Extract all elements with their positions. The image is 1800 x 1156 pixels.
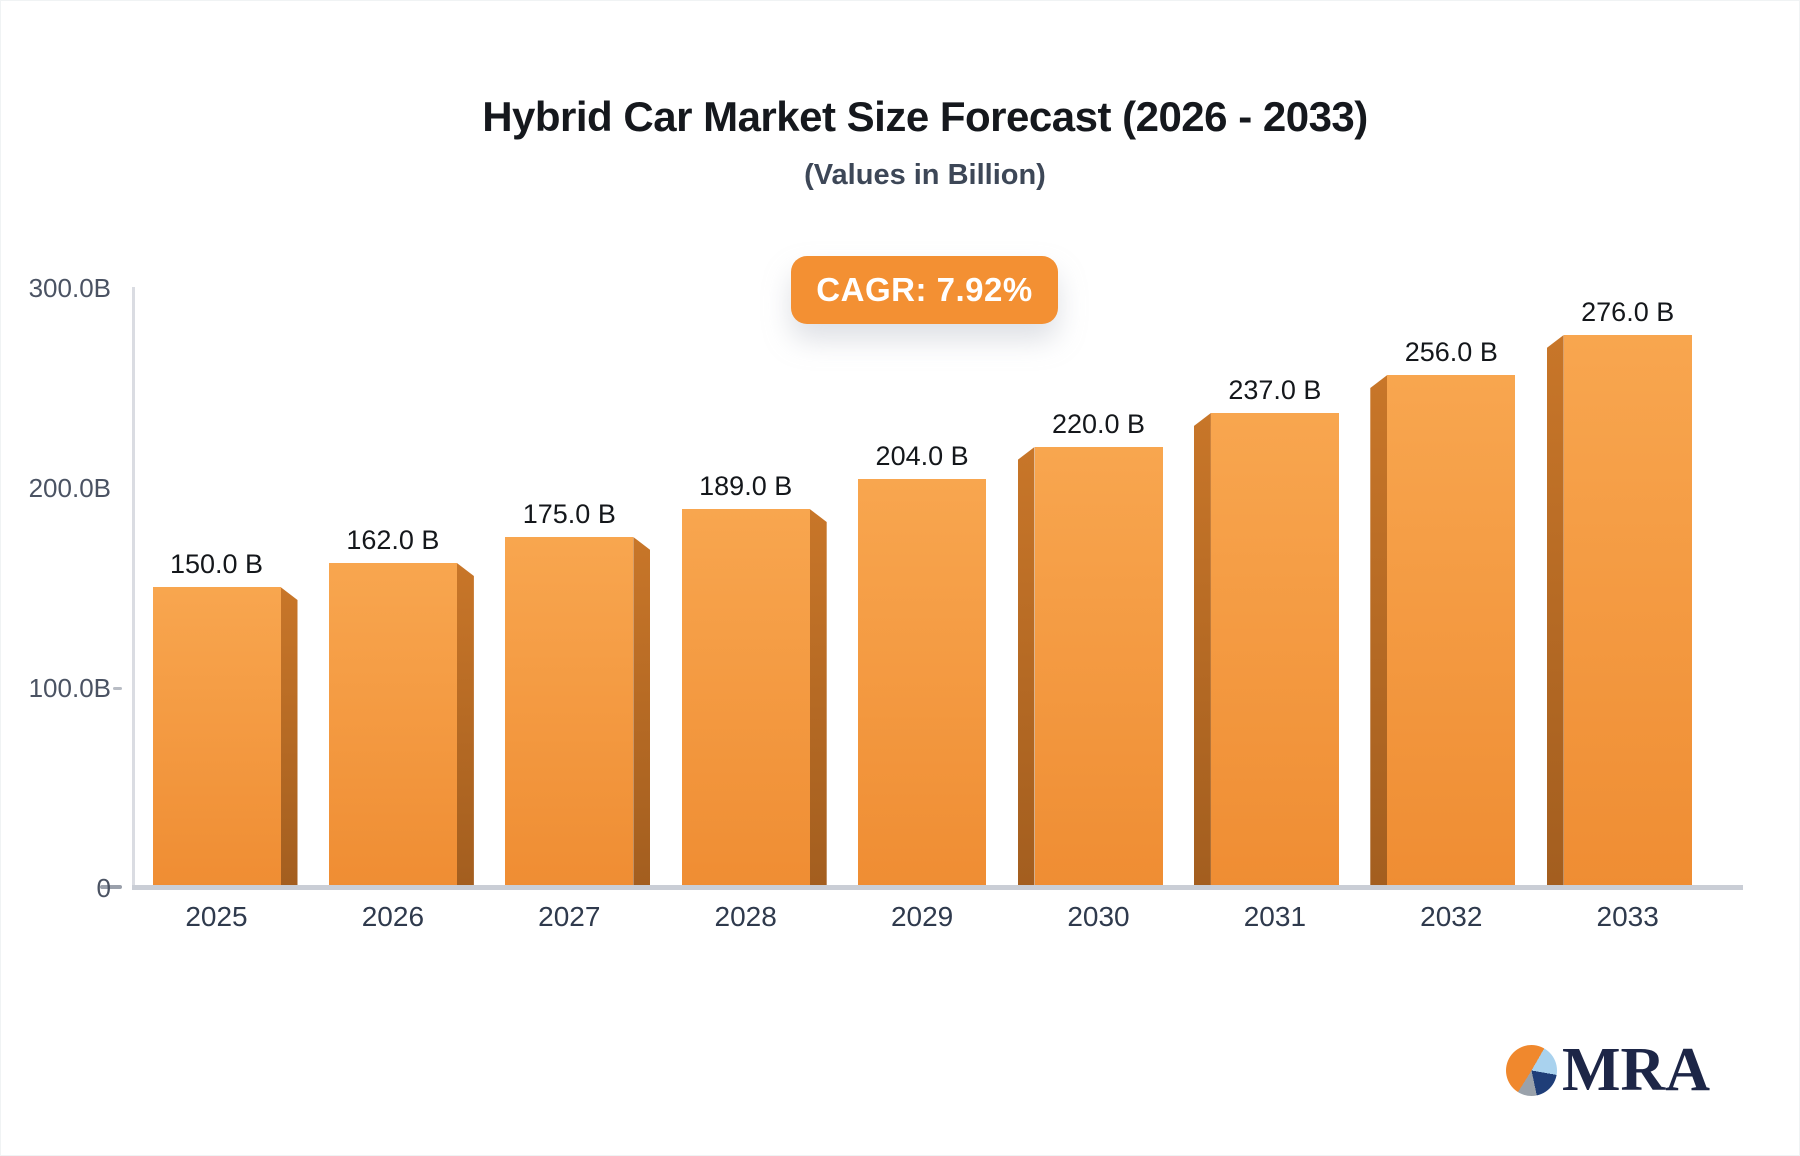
bar-2032 (1387, 375, 1516, 887)
x-axis-line (132, 885, 1743, 890)
chart-title: Hybrid Car Market Size Forecast (2026 - … (482, 93, 1368, 140)
x-axis-label-2026: 2026 (361, 901, 425, 932)
y-axis-tick-0 (100, 885, 122, 889)
bar-value-label-2033: 276.0 B (1581, 297, 1675, 327)
x-axis-label-2028: 2028 (714, 901, 777, 932)
x-axis-label-2031: 2031 (1243, 901, 1307, 932)
bar-value-label-2026: 162.0 B (346, 525, 440, 555)
bar-value-label-2031: 237.0 B (1228, 375, 1322, 405)
y-axis-tick-100 (113, 687, 122, 690)
bar-value-label-2029: 204.0 B (875, 441, 969, 471)
x-axis-label-2027: 2027 (538, 901, 601, 932)
bar-2025-side-face (280, 587, 298, 887)
bar-2033-side-face (1546, 335, 1564, 887)
bar-2031-side-face (1193, 413, 1211, 887)
brand-logo: MRA (1506, 1039, 1710, 1101)
x-axis-label-2032: 2032 (1420, 901, 1483, 932)
bar-2030-side-face (1017, 447, 1035, 887)
cagr-badge-label: CAGR: 7.92% (816, 271, 1033, 308)
x-axis-label-2033: 2033 (1596, 901, 1659, 932)
pie-chart-logo-icon (1506, 1044, 1557, 1096)
bar-value-label-2032: 256.0 B (1404, 337, 1498, 367)
bar-2032-side-face (1370, 375, 1388, 887)
bar-value-label-2028: 189.0 B (699, 471, 793, 501)
cagr-badge: CAGR: 7.92% (791, 256, 1058, 324)
bar-2031 (1210, 413, 1339, 887)
x-axis-label-2030: 2030 (1067, 901, 1130, 932)
bar-2028 (681, 509, 810, 887)
bar-2030 (1034, 447, 1163, 887)
bar-value-label-2030: 220.0 B (1051, 409, 1146, 439)
y-axis-label-300.0B: 300.0B (28, 273, 111, 303)
bar-value-label-2027: 175.0 B (522, 499, 616, 529)
y-axis-label-0: 0 (96, 873, 111, 903)
x-axis-label-2025: 2025 (185, 901, 248, 932)
bar-2025 (152, 587, 281, 887)
bar-value-label-2025: 150.0 B (169, 549, 264, 579)
chart-subtitle: (Values in Billion) (804, 159, 1046, 191)
brand-logo-text: MRA (1562, 1036, 1711, 1104)
bar-2027-side-face (633, 537, 651, 887)
bar-2027 (505, 537, 634, 887)
y-axis-label-200.0B: 200.0B (28, 473, 111, 503)
y-axis-label-100.0B: 100.0B (28, 673, 111, 703)
bar-2033 (1563, 335, 1692, 887)
x-axis-label-2029: 2029 (890, 901, 954, 932)
bar-2029 (858, 479, 987, 887)
bar-2026-side-face (456, 563, 474, 887)
bar-2028-side-face (809, 509, 827, 887)
bar-2026 (328, 563, 457, 887)
y-axis-line (132, 287, 135, 888)
